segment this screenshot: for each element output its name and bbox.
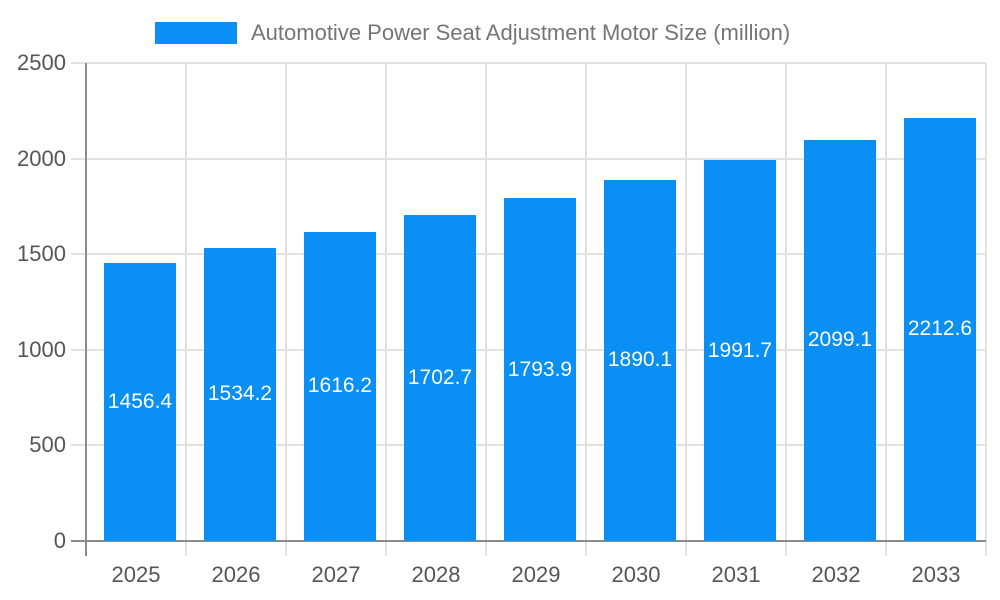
x-tick-label: 2032 bbox=[811, 562, 861, 587]
x-gridline bbox=[185, 63, 187, 556]
bar-2030 bbox=[604, 179, 676, 541]
bar-value-label: 1702.7 bbox=[407, 366, 473, 390]
bar-2033 bbox=[904, 117, 976, 541]
bar-value-label: 1793.9 bbox=[507, 357, 573, 381]
bar-2027 bbox=[304, 231, 376, 541]
y-tick-label: 500 bbox=[29, 432, 66, 458]
x-gridline bbox=[985, 63, 987, 556]
x-gridline bbox=[685, 63, 687, 556]
bar-value-label: 1890.1 bbox=[607, 348, 673, 372]
y-tick-label: 2000 bbox=[17, 145, 66, 171]
y-gridline bbox=[71, 62, 986, 64]
x-tick-label: 2025 bbox=[111, 562, 161, 587]
x-gridline bbox=[585, 63, 587, 556]
bar-2026 bbox=[204, 247, 276, 541]
bar-value-label: 1991.7 bbox=[707, 338, 773, 362]
x-tick-label: 2030 bbox=[611, 562, 661, 587]
y-axis-line bbox=[85, 63, 87, 556]
legend-item[interactable]: Automotive Power Seat Adjustment Motor S… bbox=[155, 20, 790, 46]
y-gridline bbox=[71, 157, 986, 160]
x-tick-label: 2031 bbox=[711, 562, 761, 587]
x-gridline bbox=[485, 63, 487, 556]
bar-value-label: 2212.6 bbox=[907, 317, 973, 341]
bar-value-label: 1616.2 bbox=[307, 374, 373, 398]
y-tick-label: 1500 bbox=[17, 241, 66, 267]
x-gridline bbox=[885, 63, 887, 556]
y-tick-label: 2500 bbox=[17, 50, 66, 75]
x-gridline bbox=[785, 63, 787, 556]
bar-2025 bbox=[104, 262, 176, 541]
x-tick-label: 2027 bbox=[311, 562, 361, 587]
bar-value-label: 1534.2 bbox=[207, 382, 273, 406]
legend-label: Automotive Power Seat Adjustment Motor S… bbox=[251, 20, 791, 45]
x-gridline bbox=[285, 63, 287, 556]
x-axis-line bbox=[71, 540, 986, 542]
y-tick-label: 1000 bbox=[17, 336, 66, 362]
bar-2031 bbox=[704, 160, 776, 541]
bar-value-label: 2099.1 bbox=[807, 328, 873, 352]
y-tick-label: 0 bbox=[53, 528, 66, 553]
bar-2032 bbox=[804, 139, 876, 541]
x-tick-label: 2028 bbox=[411, 562, 461, 587]
x-tick-label: 2029 bbox=[511, 562, 561, 587]
bar-2028 bbox=[404, 215, 476, 541]
bar-value-label: 1456.4 bbox=[107, 389, 173, 413]
x-tick-label: 2033 bbox=[911, 562, 961, 587]
x-tick-label: 2026 bbox=[211, 562, 261, 587]
x-gridline bbox=[385, 63, 387, 556]
bar-2029 bbox=[504, 198, 576, 541]
legend-swatch bbox=[155, 22, 237, 44]
